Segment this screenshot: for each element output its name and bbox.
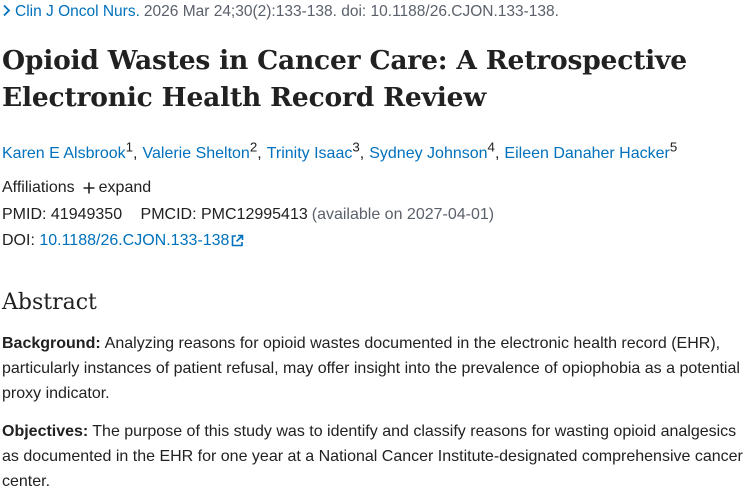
pmid-label: PMID:	[2, 206, 47, 223]
affiliation-number[interactable]: 5	[669, 140, 678, 155]
pmcid-label: PMCID:	[140, 206, 197, 223]
journal-link[interactable]: Clin J Oncol Nurs.	[15, 3, 140, 20]
author-name[interactable]: Karen E Alsbrook	[2, 145, 126, 163]
expand-toggle[interactable]: expand	[83, 179, 152, 196]
expand-text[interactable]: expand	[98, 179, 152, 196]
author-name[interactable]: Trinity Isaac	[266, 145, 353, 163]
author-name[interactable]: Eileen Danaher Hacker	[504, 145, 670, 163]
affiliations-label: Affiliations	[2, 179, 75, 196]
pmid: 41949350	[50, 206, 123, 223]
citation: Clin J Oncol Nurs. 2026 Mar 24;30(2):133-…	[2, 3, 559, 21]
abstract-section: Objectives: The purpose of this study was…	[2, 419, 744, 494]
author-name[interactable]: Sydney Johnson	[369, 145, 488, 163]
affiliation-number[interactable]: 1	[125, 140, 134, 155]
doi-label: DOI:	[2, 232, 35, 249]
author-item: Eileen Danaher Hacker5	[504, 140, 677, 163]
doi: DOI: 10.1188/26.CJON.133-138	[2, 232, 244, 250]
external-link-icon	[232, 234, 244, 247]
section-label: Objectives:	[2, 423, 89, 440]
author-list: Karen E Alsbrook1Valerie Shelton2Trinity…	[2, 140, 677, 163]
plus-icon	[83, 182, 95, 194]
pmcid-availability: (available on 2027-04-01)	[311, 206, 495, 223]
abstract-section: Background: Analyzing reasons for opioid …	[2, 331, 744, 406]
affiliation-number[interactable]: 4	[487, 140, 495, 155]
abstract-heading: Abstract	[2, 290, 97, 315]
author-name[interactable]: Valerie Shelton	[142, 145, 250, 163]
chevron-icon	[3, 4, 11, 17]
author-item: Valerie Shelton2	[142, 140, 267, 163]
section-text: The purpose of this study was to identif…	[2, 423, 743, 490]
doi-link[interactable]: 10.1188/26.CJON.133-138	[39, 232, 230, 249]
affiliation-number[interactable]: 3	[352, 140, 360, 155]
affiliations: Affiliations expand	[2, 179, 151, 197]
section-text: Analyzing reasons for opioid wastes docu…	[2, 335, 740, 402]
affiliation-number[interactable]: 2	[249, 140, 258, 155]
author-item: Sydney Johnson4	[369, 140, 504, 163]
citation-details: 2026 Mar 24;30(2):133-138. doi: 10.1188/…	[143, 3, 559, 20]
author-item: Trinity Isaac3	[266, 140, 370, 163]
section-label: Background:	[2, 335, 101, 352]
article-title: Opioid Wastes in Cancer Care: A Retrospe…	[2, 45, 687, 113]
author-item: Karen E Alsbrook1	[2, 140, 143, 163]
identifiers: PMID: 41949350 PMCID: PMC12995413 (availa…	[2, 206, 494, 224]
pmcid: PMC12995413	[201, 206, 308, 223]
